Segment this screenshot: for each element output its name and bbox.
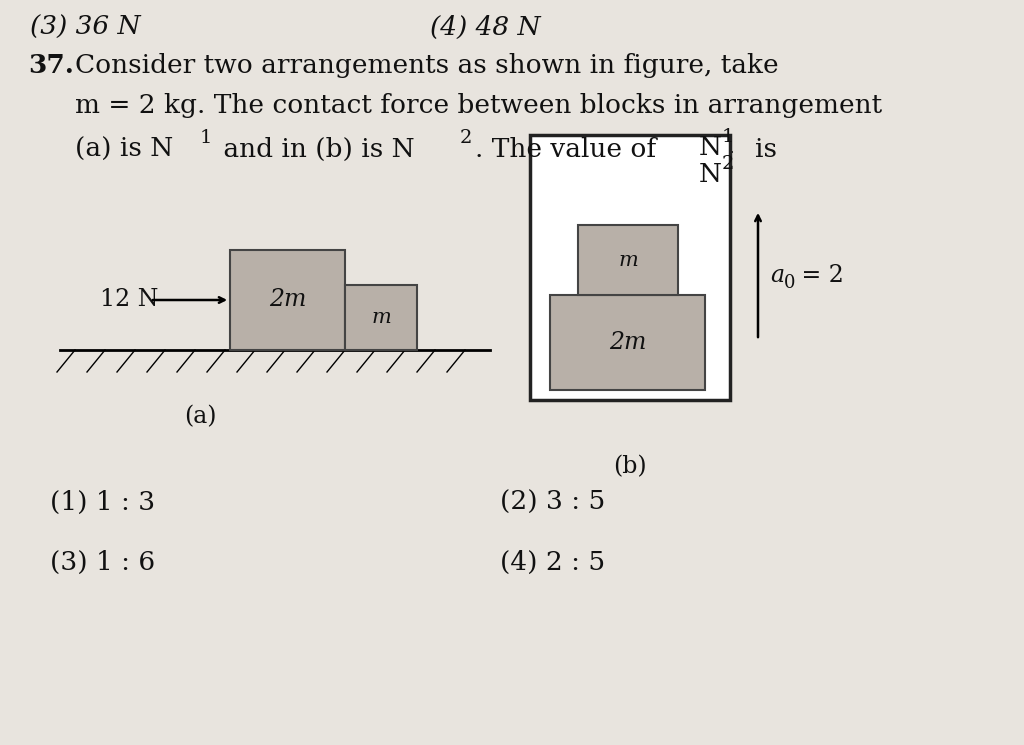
Text: N: N	[698, 162, 722, 187]
Text: is: is	[755, 137, 777, 162]
Text: 2m: 2m	[609, 331, 646, 354]
Text: (1) 1 : 3: (1) 1 : 3	[50, 490, 155, 515]
Text: Consider two arrangements as shown in figure, take: Consider two arrangements as shown in fi…	[75, 53, 778, 78]
Bar	[530, 135, 730, 400]
Text: m = 2 kg. The contact force between blocks in arrangement: m = 2 kg. The contact force between bloc…	[75, 93, 882, 118]
Text: a: a	[770, 264, 784, 287]
Text: 2: 2	[460, 129, 472, 147]
Text: 1: 1	[722, 128, 734, 146]
Bar	[550, 295, 705, 390]
Text: (3) 1 : 6: (3) 1 : 6	[50, 550, 155, 575]
Text: (a): (a)	[183, 405, 216, 428]
Text: m: m	[371, 308, 391, 327]
Text: (3) 36 N: (3) 36 N	[30, 15, 140, 40]
Text: 12 N: 12 N	[100, 288, 159, 311]
Text: 0: 0	[784, 274, 796, 292]
Text: (4) 48 N: (4) 48 N	[430, 15, 541, 40]
Text: and in (b) is N: and in (b) is N	[215, 137, 415, 162]
Text: 37.: 37.	[28, 53, 74, 78]
Text: 2m: 2m	[269, 288, 306, 311]
Bar	[230, 250, 345, 350]
Text: = 2: = 2	[794, 264, 844, 287]
Text: m: m	[618, 250, 638, 270]
Text: (4) 2 : 5: (4) 2 : 5	[500, 550, 605, 575]
Text: N: N	[698, 135, 722, 160]
Text: (2) 3 : 5: (2) 3 : 5	[500, 490, 605, 515]
Text: (a) is N: (a) is N	[75, 137, 173, 162]
Text: 1: 1	[200, 129, 212, 147]
Bar	[578, 225, 678, 295]
Text: 2: 2	[722, 155, 734, 173]
Text: (b): (b)	[613, 455, 647, 478]
Text: . The value of: . The value of	[475, 137, 656, 162]
Bar	[345, 285, 417, 350]
